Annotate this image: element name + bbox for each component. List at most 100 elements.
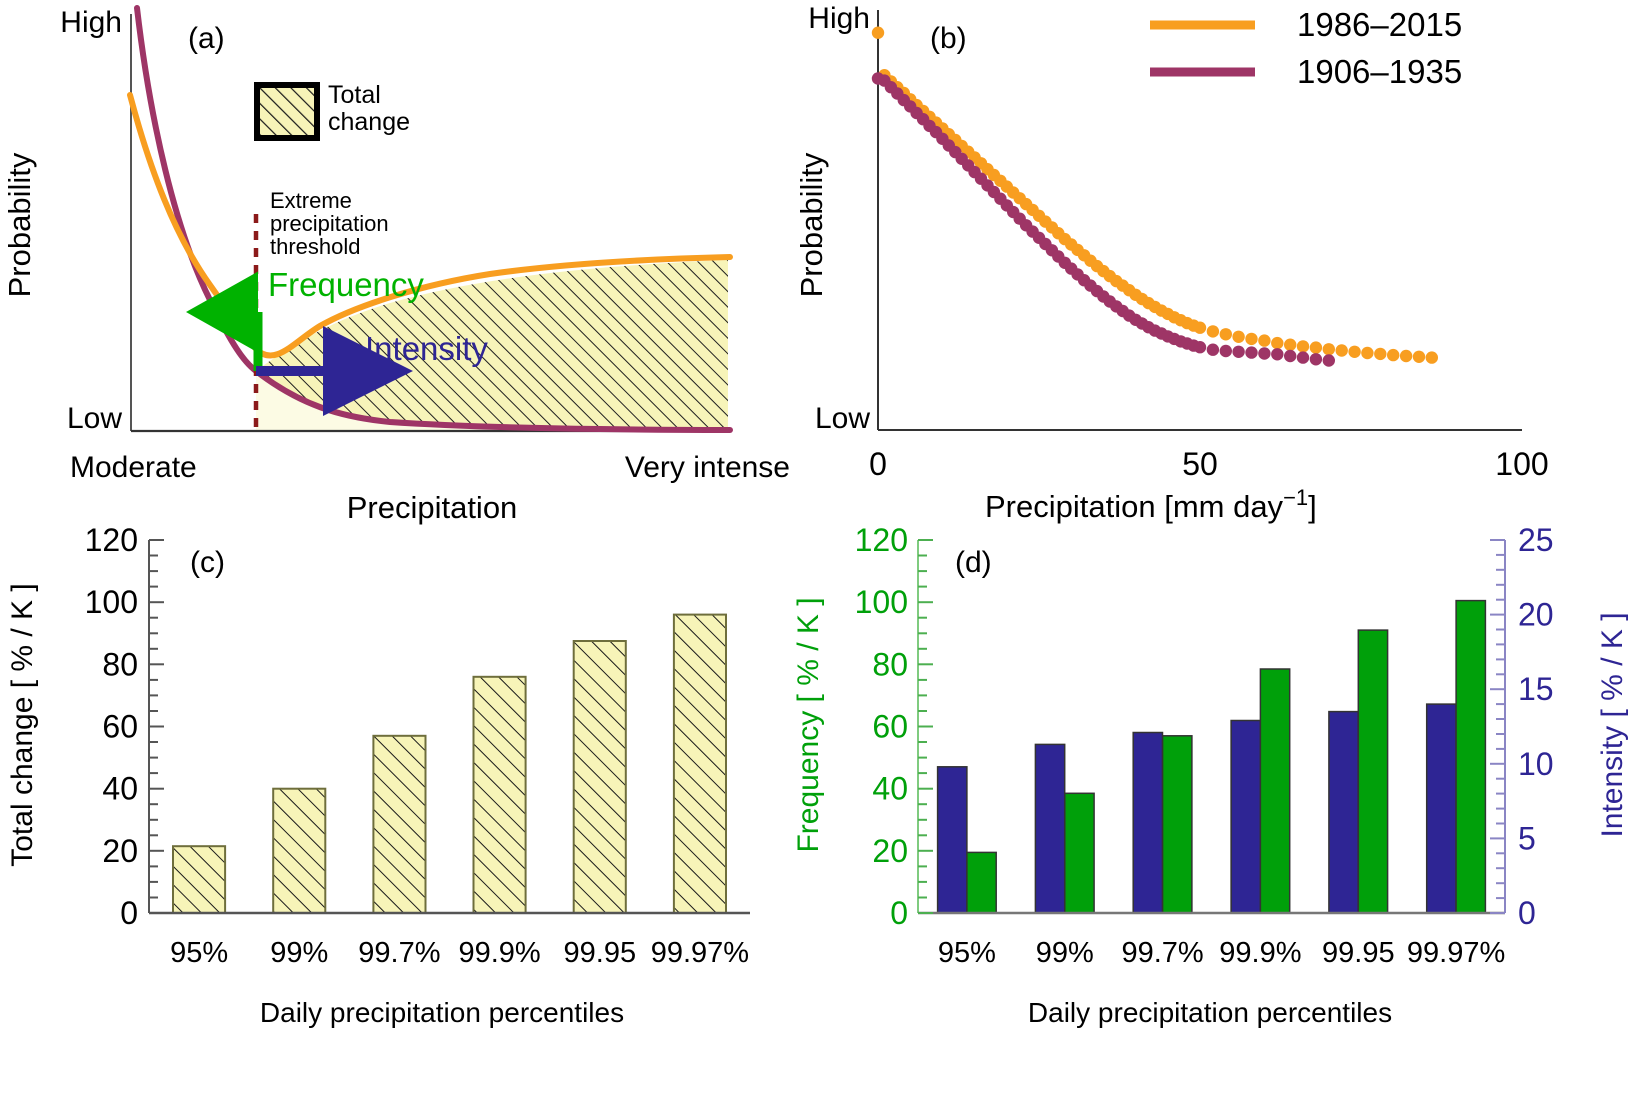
data-point (1309, 341, 1323, 354)
panel-b-x-axis-label: Precipitation [mm day−1] (985, 485, 1317, 524)
data-point (1322, 354, 1335, 367)
panel-d-x-ticklabels: 95% 99% 99.7% 99.9% 99.95 99.97% (938, 937, 1505, 969)
x-tick-label: 99% (270, 937, 328, 969)
data-point (1245, 346, 1258, 359)
x-tick-label: 99.7% (1121, 937, 1203, 969)
panel-c-y-ticklabels: 0 20 40 60 80 100 120 (85, 522, 138, 931)
data-point (1399, 349, 1413, 363)
data-point (1348, 345, 1361, 358)
panel-d: 0 20 40 60 80 100 120 0 5 10 15 20 25 Frequency [ %… (792, 510, 1645, 1095)
panel-d-right-ticks (1490, 539, 1505, 914)
panel-b-tag: (b) (930, 22, 967, 55)
y-tick-label: 120 (85, 522, 138, 558)
panel-d-left-y-axis-label: Frequency [ % / K ] (792, 597, 825, 852)
panel-d-right-y-axis-label: Intensity [ % / K ] (1596, 612, 1629, 837)
x-tick-label: 99.9% (458, 937, 540, 969)
bar (172, 845, 227, 915)
total-change-legend-label-line1: Total (328, 81, 381, 109)
right-y-tick-label: 10 (1518, 746, 1554, 782)
left-y-tick-label: 40 (872, 771, 908, 807)
panel-b: High Low Probability 0 50 100 Precipitat… (794, 0, 1645, 524)
data-point (1219, 344, 1232, 358)
panel-b-legend: 1986–2015 1906–1935 (1150, 6, 1462, 90)
panel-d-x-axis-label: Daily precipitation percentiles (1028, 997, 1392, 1028)
data-point (1296, 351, 1310, 364)
panel-c-x-axis-label: Daily precipitation percentiles (260, 997, 624, 1028)
panel-d-left-ticks (918, 539, 933, 914)
data-point (1309, 353, 1323, 366)
total-change-light-region (256, 371, 728, 431)
right-y-tick-label: 5 (1518, 820, 1536, 856)
x-tick-label: 99.95 (1322, 937, 1395, 969)
panel-a-x-axis-label: Precipitation (347, 490, 518, 525)
panel-b-x-axis-label-end: ] (1308, 489, 1317, 524)
bar (572, 640, 627, 914)
panel-c-x-ticklabels: 95% 99% 99.7% 99.9% 99.95 99.97% (170, 937, 749, 969)
bar-frequency (966, 851, 997, 914)
data-point (871, 26, 885, 39)
threshold-label-line-2: precipitation (270, 211, 389, 236)
legend-label-1906-1935: 1906–1935 (1297, 53, 1462, 90)
left-y-tick-label: 100 (855, 584, 908, 620)
threshold-label-line-1: Extreme (270, 188, 352, 213)
panel-c: 0 20 40 60 80 100 120 Total change [ % / K ] 9… (0, 510, 820, 1095)
panel-b-ytick-low: Low (815, 402, 870, 435)
bar-frequency (1455, 599, 1487, 914)
data-point (1412, 350, 1426, 363)
left-y-tick-label: 80 (872, 646, 908, 682)
left-y-tick-label: 20 (872, 833, 908, 869)
panel-b-x-axis-label-main: Precipitation [mm day (985, 489, 1284, 524)
bar (272, 787, 327, 915)
bar (472, 675, 527, 914)
panel-a-legend: Total change (254, 81, 410, 141)
legend-label-1986-2015: 1986–2015 (1297, 6, 1462, 43)
data-point (1271, 336, 1284, 350)
panel-d-tag: (d) (955, 546, 992, 579)
frequency-annotation-label: Frequency (268, 266, 424, 303)
data-point (1206, 325, 1220, 338)
panel-b-series-1906-1935 (871, 72, 1335, 367)
panel-a-xtick-moderate: Moderate (70, 451, 197, 484)
x-tick-label: 95% (938, 937, 996, 969)
y-tick-label: 80 (102, 646, 138, 682)
y-tick-label: 20 (102, 833, 138, 869)
y-tick-label: 100 (85, 584, 138, 620)
bar (372, 734, 427, 914)
y-tick-label: 60 (102, 709, 138, 745)
x-tick-label: 95% (170, 937, 228, 969)
panel-a-xtick-very-intense: Very intense (625, 451, 790, 484)
panel-b-xtick-0: 0 (869, 446, 887, 482)
curve-past-1906-1935 (134, 5, 733, 433)
panel-b-xtick-100: 100 (1495, 446, 1548, 482)
bar-frequency (1161, 735, 1193, 914)
bar-intensity (1034, 743, 1066, 914)
bar-frequency (1064, 792, 1095, 914)
data-point (1258, 334, 1271, 347)
panel-b-x-axis-label-sup: −1 (1283, 485, 1308, 510)
panel-c-svg: 0 20 40 60 80 100 120 Total change [ % / K ] 9… (6, 522, 750, 1028)
panel-a: Total change Extreme precipitation thres… (0, 0, 820, 525)
panel-b-ytick-high: High (808, 2, 870, 35)
data-point (1206, 343, 1220, 356)
bar (672, 613, 728, 914)
bar-intensity (936, 766, 968, 914)
panel-a-ytick-high: High (60, 6, 122, 39)
data-point (1284, 349, 1297, 363)
data-point (1232, 330, 1245, 343)
right-y-tick-label: 15 (1518, 671, 1554, 707)
right-y-tick-label: 0 (1518, 895, 1536, 931)
bar-frequency (1259, 668, 1291, 914)
total-change-legend-label-line2: change (328, 108, 410, 136)
bar-intensity (1230, 719, 1262, 914)
x-tick-label: 99.95 (564, 937, 637, 969)
panel-a-y-axis-label: Probability (2, 152, 37, 297)
panel-c-tag: (c) (190, 546, 225, 579)
data-point (1219, 328, 1232, 341)
bar-intensity (1328, 710, 1359, 914)
data-point (1335, 344, 1348, 357)
data-point (1245, 332, 1258, 346)
panel-d-svg: 0 20 40 60 80 100 120 0 5 10 15 20 25 Frequency [ %… (792, 522, 1629, 1028)
data-point (1271, 348, 1284, 361)
data-point (1425, 351, 1438, 364)
